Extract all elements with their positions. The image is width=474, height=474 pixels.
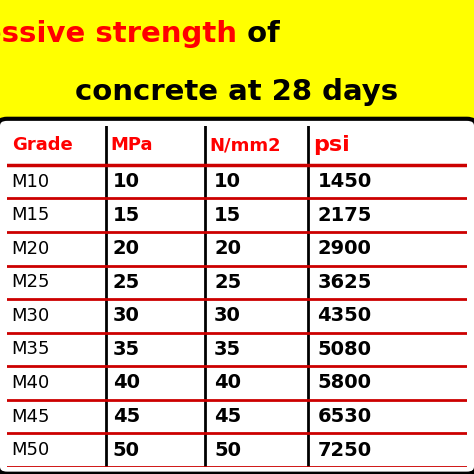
Text: M35: M35 [12, 340, 50, 358]
Text: 30: 30 [113, 306, 140, 325]
Text: M40: M40 [12, 374, 50, 392]
Text: M25: M25 [12, 273, 50, 292]
Text: 35: 35 [214, 340, 241, 359]
Text: MPa: MPa [110, 136, 153, 154]
Text: 40: 40 [113, 374, 140, 392]
Text: M30: M30 [12, 307, 50, 325]
Text: Grade: Grade [12, 136, 73, 154]
Text: 20: 20 [113, 239, 140, 258]
Text: 20: 20 [214, 239, 241, 258]
Text: M50: M50 [12, 441, 50, 459]
Text: M45: M45 [12, 408, 50, 426]
Text: M20: M20 [12, 240, 50, 258]
Text: 2900: 2900 [318, 239, 371, 258]
Text: 5080: 5080 [318, 340, 372, 359]
FancyBboxPatch shape [0, 119, 474, 474]
Text: 40: 40 [214, 374, 241, 392]
Text: 30: 30 [214, 306, 241, 325]
Text: 4350: 4350 [318, 306, 372, 325]
Text: 3625: 3625 [318, 273, 372, 292]
Text: concrete at 28 days: concrete at 28 days [75, 78, 399, 106]
Text: 5800: 5800 [318, 374, 372, 392]
Text: of: of [237, 20, 280, 48]
Text: psi: psi [313, 135, 350, 155]
Text: 45: 45 [214, 407, 241, 426]
Text: 45: 45 [113, 407, 140, 426]
Text: Compressive strength: Compressive strength [0, 20, 237, 48]
Text: 25: 25 [113, 273, 140, 292]
Text: 10: 10 [214, 172, 241, 191]
Text: M10: M10 [12, 173, 50, 191]
Text: 15: 15 [113, 206, 140, 225]
Text: 10: 10 [113, 172, 140, 191]
Text: 6530: 6530 [318, 407, 372, 426]
Text: 2175: 2175 [318, 206, 372, 225]
Text: 50: 50 [113, 441, 140, 460]
Text: M15: M15 [12, 206, 50, 224]
Text: 50: 50 [214, 441, 241, 460]
Text: 25: 25 [214, 273, 241, 292]
Text: 7250: 7250 [318, 441, 372, 460]
Text: 1450: 1450 [318, 172, 372, 191]
Text: 35: 35 [113, 340, 140, 359]
Text: N/mm2: N/mm2 [210, 136, 281, 154]
Text: 15: 15 [214, 206, 241, 225]
